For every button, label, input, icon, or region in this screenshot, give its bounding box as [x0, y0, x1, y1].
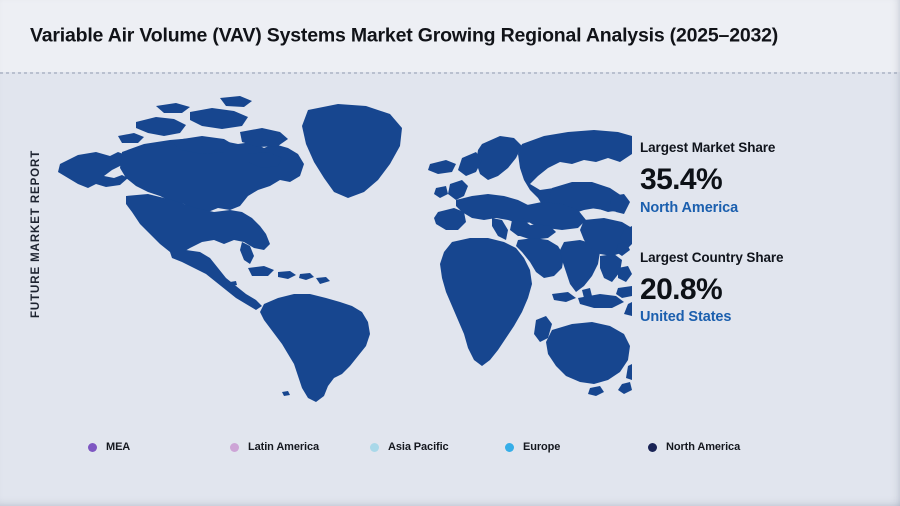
stat-region: United States — [640, 309, 732, 325]
legend-item-latin-america: Latin America — [230, 441, 319, 453]
legend-dot-icon — [230, 442, 239, 452]
page-title: Variable Air Volume (VAV) Systems Market… — [30, 24, 779, 47]
title-bar: Variable Air Volume (VAV) Systems Market… — [0, 0, 900, 72]
stat-value: 20.8% — [640, 272, 723, 306]
stat-label: Largest Market Share — [640, 140, 776, 155]
legend-dot-icon — [370, 442, 379, 452]
legend-dot-icon — [505, 442, 514, 452]
watermark-label: FUTURE MARKET REPORT — [30, 149, 42, 318]
legend-item-north-america: North America — [648, 441, 740, 453]
legend-item-mea: MEA — [88, 441, 130, 453]
legend-label: Latin America — [248, 441, 320, 453]
legend-label: Asia Pacific — [388, 441, 449, 453]
stat-region: North America — [640, 199, 739, 216]
legend-label: Europe — [523, 441, 561, 453]
header-divider — [0, 72, 900, 74]
stat-block-country-share: Largest Country Share 20.8% United State… — [640, 250, 880, 326]
stat-block-market-share: Largest Market Share 35.4% North America — [640, 140, 880, 216]
legend-dot-icon — [88, 442, 97, 452]
world-map — [52, 92, 632, 402]
stat-value: 35.4% — [640, 163, 723, 196]
legend-item-asia-pacific: Asia Pacific — [370, 441, 449, 453]
legend-label: North America — [666, 441, 741, 453]
stats-panel: Largest Market Share 35.4% North America… — [640, 140, 880, 359]
legend-item-europe: Europe — [505, 441, 560, 453]
stat-label: Largest Country Share — [640, 249, 784, 265]
legend-label: MEA — [106, 441, 131, 453]
legend-dot-icon — [648, 442, 657, 452]
map-landmass-group — [58, 96, 632, 402]
